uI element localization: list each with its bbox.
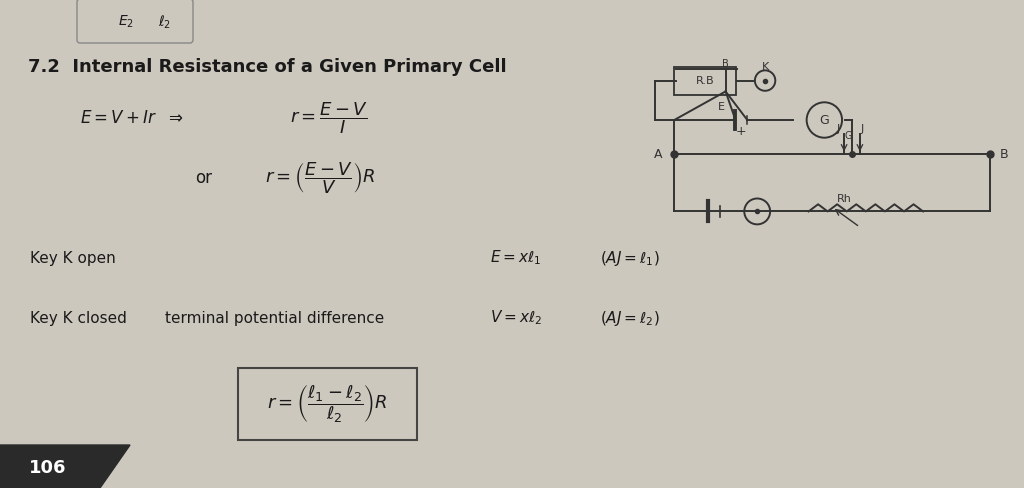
Text: E: E [718, 102, 725, 112]
Text: G: G [845, 131, 852, 141]
Text: $E_2$: $E_2$ [118, 14, 134, 30]
Text: B: B [999, 148, 1009, 161]
Text: K: K [762, 62, 769, 72]
Text: Key K open: Key K open [30, 250, 116, 265]
Text: $r = \left(\dfrac{\ell_1 - \ell_2}{\ell_2}\right)R$: $r = \left(\dfrac{\ell_1 - \ell_2}{\ell_… [266, 383, 387, 425]
Text: J: J [860, 123, 863, 134]
Text: $r = \left(\dfrac{E - V}{V}\right)R$: $r = \left(\dfrac{E - V}{V}\right)R$ [265, 160, 375, 196]
Text: G: G [819, 114, 829, 126]
Text: terminal potential difference: terminal potential difference [165, 310, 384, 325]
Text: 7.2  Internal Resistance of a Given Primary Cell: 7.2 Internal Resistance of a Given Prima… [28, 58, 507, 76]
Text: A: A [654, 148, 663, 161]
Text: $r = \dfrac{E - V}{I}$: $r = \dfrac{E - V}{I}$ [290, 100, 369, 136]
Polygon shape [0, 445, 130, 488]
Text: $(AJ = \ell_2)$: $(AJ = \ell_2)$ [600, 308, 659, 327]
Text: $E = x\ell_1$: $E = x\ell_1$ [490, 249, 542, 267]
Text: 106: 106 [30, 459, 67, 477]
Text: $\ell_2$: $\ell_2$ [158, 13, 171, 31]
Text: $V = x\ell_2$: $V = x\ell_2$ [490, 308, 542, 327]
Text: +: + [736, 125, 746, 138]
Text: B: B [722, 59, 729, 69]
Text: R.B: R.B [695, 76, 715, 85]
Text: $E = V + Ir\ \ \Rightarrow$: $E = V + Ir\ \ \Rightarrow$ [80, 109, 183, 127]
FancyBboxPatch shape [77, 0, 193, 43]
Text: $(AJ = \ell_1)$: $(AJ = \ell_1)$ [600, 248, 659, 267]
Text: Rh: Rh [837, 194, 852, 203]
Text: J: J [837, 123, 840, 134]
Text: or: or [195, 169, 212, 187]
FancyBboxPatch shape [674, 66, 735, 95]
Text: Key K closed: Key K closed [30, 310, 127, 325]
FancyBboxPatch shape [238, 368, 417, 440]
